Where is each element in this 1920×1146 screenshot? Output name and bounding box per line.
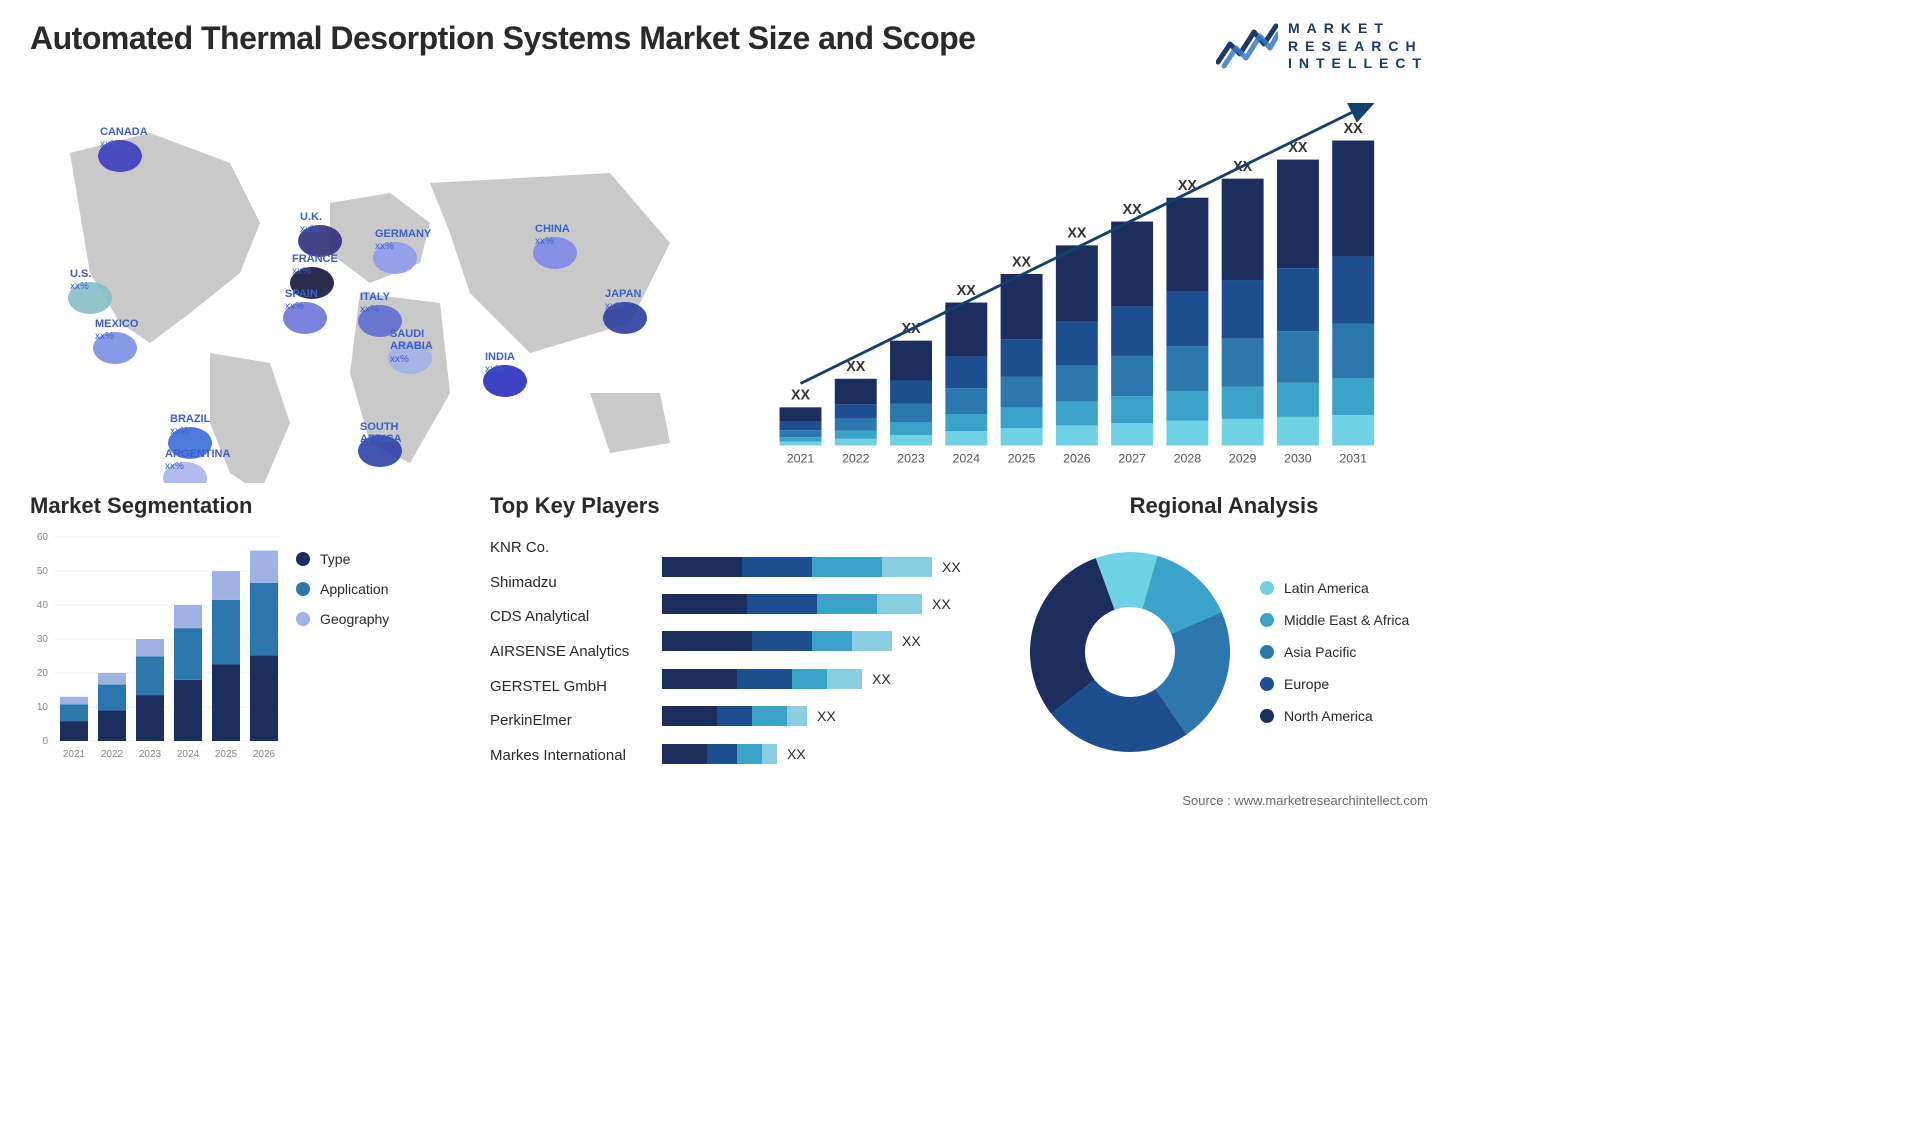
region-legend-north-america: North America (1260, 708, 1428, 724)
svg-text:2022: 2022 (842, 451, 870, 465)
svg-text:XX: XX (1344, 120, 1364, 136)
seg-legend-type: Type (296, 551, 460, 567)
svg-text:2025: 2025 (215, 749, 238, 760)
svg-text:2024: 2024 (177, 749, 200, 760)
svg-text:2028: 2028 (1174, 451, 1202, 465)
svg-text:0: 0 (42, 736, 48, 747)
player-name: KNR Co. (490, 539, 650, 556)
player-name: Markes International (490, 747, 650, 764)
svg-text:2025: 2025 (1008, 451, 1036, 465)
player-name: GERSTEL GmbH (490, 678, 650, 695)
player-name: AIRSENSE Analytics (490, 643, 650, 660)
svg-text:30: 30 (37, 634, 49, 645)
seg-legend-geography: Geography (296, 611, 460, 627)
logo-line1: MARKET (1288, 20, 1390, 36)
player-bar-row: XX (662, 744, 990, 764)
players-name-list: KNR Co. Shimadzu CDS Analytical AIRSENSE An… (490, 531, 650, 773)
region-legend-middle-east-africa: Middle East & Africa (1260, 612, 1428, 628)
svg-text:2021: 2021 (787, 451, 815, 465)
player-bar-row: XX (662, 631, 990, 651)
map-callout-germany: GERMANYxx% (375, 228, 431, 253)
svg-text:2030: 2030 (1284, 451, 1312, 465)
map-callout-france: FRANCExx% (292, 253, 338, 278)
source-attribution: Source : www.marketresearchintellect.com (1182, 793, 1428, 808)
map-callout-italy: ITALYxx% (360, 291, 390, 316)
svg-text:XX: XX (957, 282, 977, 298)
svg-text:2031: 2031 (1339, 451, 1367, 465)
growth-chart: XX2021XX2022XX2023XX2024XX2025XX2026XX20… (740, 93, 1428, 483)
seg-legend-application: Application (296, 581, 460, 597)
map-callout-argentina: ARGENTINAxx% (165, 448, 230, 473)
region-legend-europe: Europe (1260, 676, 1428, 692)
regional-title: Regional Analysis (1130, 493, 1319, 519)
svg-text:2023: 2023 (897, 451, 925, 465)
map-callout-japan: JAPANxx% (605, 288, 641, 313)
players-bar-list: XX XX XX XX XX XX (662, 531, 990, 773)
map-callout-saudi-arabia: SAUDIARABIAxx% (390, 328, 433, 366)
player-bar-row: XX (662, 706, 990, 726)
segmentation-panel: Market Segmentation 0 10 20 30 40 50 60 2021 202… (30, 493, 460, 773)
world-map-panel: CANADAxx% U.S.xx% MEXICOxx% BRAZILxx% ARGENT… (30, 93, 710, 483)
svg-text:2023: 2023 (139, 749, 162, 760)
map-callout-brazil: BRAZILxx% (170, 413, 210, 438)
map-callout-china: CHINAxx% (535, 223, 570, 248)
logo-line3: INTELLECT (1288, 55, 1428, 71)
map-callout-india: INDIAxx% (485, 351, 515, 376)
svg-text:2024: 2024 (953, 451, 981, 465)
map-callout-spain: SPAINxx% (285, 288, 318, 313)
svg-text:2026: 2026 (1063, 451, 1091, 465)
svg-text:50: 50 (37, 566, 49, 577)
brand-logo: MARKET RESEARCH INTELLECT (1216, 20, 1428, 73)
svg-text:XX: XX (1067, 225, 1087, 241)
logo-line2: RESEARCH (1288, 38, 1423, 54)
player-bar-row: XX (662, 594, 990, 614)
regional-legend: Latin America Middle East & Africa Asia Pa… (1260, 580, 1428, 724)
segmentation-legend: Type Application Geography (296, 531, 460, 773)
region-legend-asia-pacific: Asia Pacific (1260, 644, 1428, 660)
regional-donut (1020, 542, 1240, 762)
players-title: Top Key Players (490, 493, 990, 519)
map-callout-canada: CANADAxx% (100, 126, 148, 151)
svg-text:2022: 2022 (101, 749, 124, 760)
map-callout-u-k-: U.K.xx% (300, 211, 322, 236)
svg-text:40: 40 (37, 600, 49, 611)
player-bar-row: XX (662, 557, 990, 577)
svg-text:2026: 2026 (253, 749, 276, 760)
page-title: Automated Thermal Desorption Systems Mar… (30, 20, 975, 57)
svg-text:XX: XX (846, 359, 866, 375)
svg-text:2029: 2029 (1229, 451, 1257, 465)
map-callout-mexico: MEXICOxx% (95, 318, 138, 343)
logo-mark-icon (1216, 22, 1278, 70)
region-legend-latin-america: Latin America (1260, 580, 1428, 596)
player-name: PerkinElmer (490, 712, 650, 729)
svg-text:60: 60 (37, 532, 49, 543)
svg-text:20: 20 (37, 668, 49, 679)
svg-text:2027: 2027 (1118, 451, 1146, 465)
svg-text:XX: XX (791, 387, 811, 403)
player-name: Shimadzu (490, 574, 650, 591)
segmentation-chart: 0 10 20 30 40 50 60 2021 2022 2023 2024 2025 2026 (30, 531, 280, 761)
svg-text:2021: 2021 (63, 749, 86, 760)
players-panel: Top Key Players KNR Co. Shimadzu CDS Analy… (490, 493, 990, 773)
svg-text:10: 10 (37, 702, 49, 713)
segmentation-title: Market Segmentation (30, 493, 460, 519)
map-callout-u-s-: U.S.xx% (70, 268, 91, 293)
regional-panel: Regional Analysis Latin America Middle Ea… (1020, 493, 1428, 773)
player-bar-row: XX (662, 669, 990, 689)
map-callout-south-africa: SOUTHAFRICAxx% (360, 421, 402, 459)
player-name: CDS Analytical (490, 608, 650, 625)
growth-chart-svg: XX2021XX2022XX2023XX2024XX2025XX2026XX20… (770, 103, 1418, 483)
svg-text:XX: XX (1012, 254, 1032, 270)
